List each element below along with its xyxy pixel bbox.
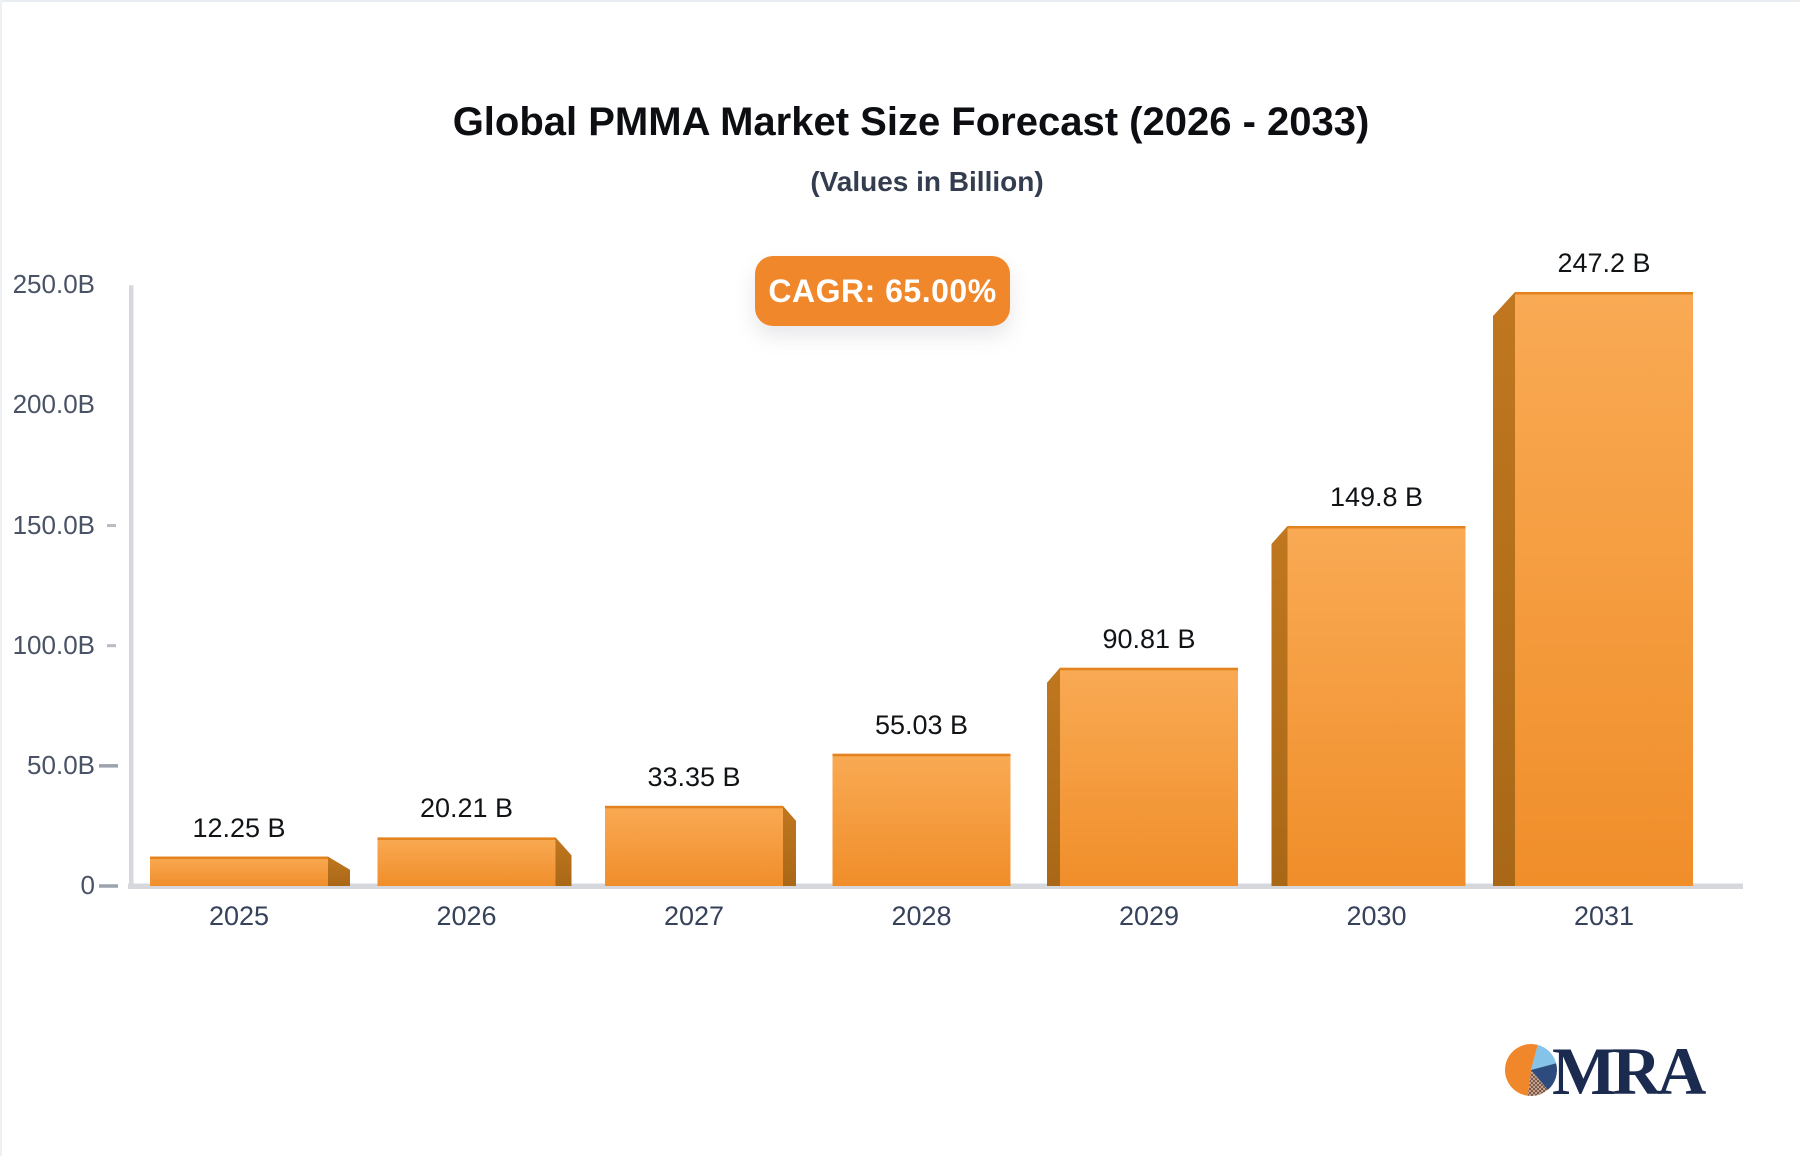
x-axis-tick-label: 2030 — [1346, 901, 1407, 931]
bar-value-label: 247.2 B — [1557, 247, 1651, 278]
y-tick-mark — [107, 644, 116, 648]
y-axis-line — [129, 285, 134, 889]
bar-top-edge — [150, 856, 328, 860]
screenshot-left-border — [0, 0, 2, 1156]
x-axis-tick-label: 2027 — [663, 901, 725, 931]
bar-value-label: 33.35 B — [647, 761, 741, 792]
y-tick-mark — [107, 524, 116, 528]
bar-value-label: 149.8 B — [1329, 482, 1424, 513]
bar-3d-side — [1271, 526, 1288, 886]
bar-value-label: 20.21 B — [419, 793, 514, 824]
bar-3d-side — [555, 837, 572, 886]
y-tick-mark — [99, 884, 118, 888]
bar-top-edge — [1515, 291, 1693, 295]
bar-2028 — [832, 753, 1011, 886]
bar-top-edge — [605, 805, 783, 809]
logo-text: MRA — [1552, 1033, 1706, 1109]
y-tick-mark — [99, 764, 118, 768]
x-axis-tick-label: 2026 — [436, 901, 497, 931]
x-axis-tick-label: 2029 — [1118, 901, 1180, 931]
bar-3d-side — [328, 856, 350, 886]
x-axis-tick-label: 2031 — [1573, 901, 1635, 931]
bar-2027 — [605, 805, 783, 886]
bar-value-label: 12.25 B — [192, 812, 286, 843]
bar-2025 — [150, 856, 328, 886]
bar-2026 — [377, 837, 556, 886]
bar-value-label: 90.81 B — [1102, 623, 1196, 654]
bar-2029 — [1060, 667, 1238, 886]
y-axis-tick-label: 250.0B — [12, 269, 95, 300]
bar-value-label: 55.03 B — [874, 709, 969, 740]
chart-title: Global PMMA Market Size Forecast (2026 -… — [452, 100, 1370, 144]
logo-pie-icon — [1505, 1044, 1557, 1097]
bar-3d-side — [1493, 291, 1515, 886]
y-axis-tick-label: 150.0B — [12, 509, 95, 540]
cagr-badge-label: CAGR: 65.00% — [768, 272, 997, 309]
bar-3d-side — [783, 805, 796, 886]
bar-2031 — [1515, 291, 1693, 886]
y-axis-tick-label: 0 — [80, 870, 95, 900]
mra-logo: MRA — [1505, 1033, 1710, 1109]
bar-top-edge — [1060, 667, 1238, 671]
bar-2030 — [1287, 526, 1466, 886]
y-axis-tick-label: 100.0B — [12, 629, 95, 660]
y-axis-tick-label: 200.0B — [12, 389, 95, 420]
bar-top-edge — [1287, 526, 1466, 529]
y-axis-tick-label: 50.0B — [27, 749, 95, 780]
x-axis-tick-label: 2025 — [208, 901, 270, 931]
chart-subtitle: (Values in Billion) — [810, 166, 1044, 197]
cagr-badge: CAGR: 65.00% — [755, 256, 1010, 326]
x-axis-baseline — [128, 883, 1743, 889]
x-axis-tick-label: 2028 — [891, 901, 952, 931]
bar-top-edge — [832, 753, 1011, 757]
bar-top-edge — [377, 837, 556, 840]
screenshot-top-border — [0, 0, 1800, 2]
bar-3d-side — [1047, 667, 1060, 886]
